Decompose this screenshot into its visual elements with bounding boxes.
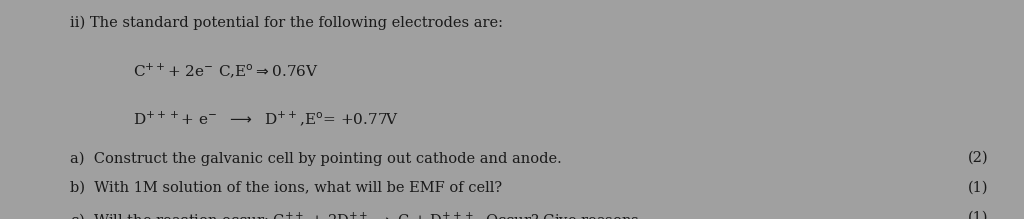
Text: (1): (1) bbox=[968, 181, 988, 195]
Text: c)  Will the reaction occur: C$^{++}$ + 2D$^{++}$ $\rightarrow$ C + D$^{+++}$. O: c) Will the reaction occur: C$^{++}$ + 2… bbox=[70, 210, 643, 219]
Text: (1): (1) bbox=[968, 210, 988, 219]
Text: a)  Construct the galvanic cell by pointing out cathode and anode.: a) Construct the galvanic cell by pointi… bbox=[70, 151, 561, 166]
Text: b)  With 1M solution of the ions, what will be EMF of cell?: b) With 1M solution of the ions, what wi… bbox=[70, 181, 502, 195]
Text: C$^{++}$+ 2e$^{-}$ C,E$^{\mathsf{o}}$$\Rightarrow$0.76V: C$^{++}$+ 2e$^{-}$ C,E$^{\mathsf{o}}$$\R… bbox=[133, 61, 318, 80]
Text: D$^{+++}$+ e$^{-}$  $\longrightarrow$  D$^{++}$,E$^{\mathsf{o}}$= +0.77V: D$^{+++}$+ e$^{-}$ $\longrightarrow$ D$^… bbox=[133, 110, 399, 128]
Text: ii) The standard potential for the following electrodes are:: ii) The standard potential for the follo… bbox=[70, 15, 503, 30]
Text: (2): (2) bbox=[968, 151, 988, 165]
